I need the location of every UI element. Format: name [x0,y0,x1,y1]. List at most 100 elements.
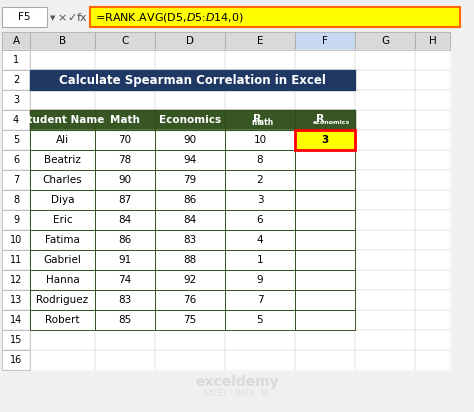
Bar [295,310,355,330]
FancyBboxPatch shape [90,7,460,27]
Bar [295,110,355,130]
Bar [155,130,225,150]
Text: 84: 84 [183,215,197,225]
Bar [355,350,415,370]
Bar [95,210,155,230]
Bar [95,310,155,330]
Text: 10: 10 [10,235,22,245]
Bar [225,190,295,210]
Bar [225,250,295,270]
Text: Diya: Diya [51,195,74,205]
Bar [355,330,415,350]
Bar [295,190,355,210]
Bar [95,270,155,290]
Bar [30,290,95,310]
Bar [30,190,95,210]
Bar [30,110,95,130]
Bar [95,130,155,150]
Bar [355,90,415,110]
Bar [2,330,30,350]
Text: 3: 3 [257,195,264,205]
Bar [295,150,355,170]
Bar [415,50,450,70]
Bar [155,250,225,270]
Bar [95,70,155,90]
Bar [225,170,295,190]
FancyBboxPatch shape [2,7,47,27]
Bar [155,290,225,310]
Bar [2,90,30,110]
Bar [2,250,30,270]
Bar [155,310,225,330]
Bar [2,330,30,350]
Bar [30,70,95,90]
Bar [2,50,30,70]
Bar [295,190,355,210]
Bar [225,250,295,270]
Bar [30,170,95,190]
Bar [2,250,30,270]
Bar [225,130,295,150]
Text: 12: 12 [10,275,22,285]
Bar [2,270,30,290]
Bar [30,230,95,250]
Text: Math: Math [110,115,140,125]
Text: Economics: Economics [159,115,221,125]
Bar [2,350,30,370]
Bar [95,190,155,210]
Bar [30,170,95,190]
Text: 75: 75 [183,315,197,325]
Bar [30,70,355,90]
Bar [2,270,30,290]
Bar [225,250,295,270]
Bar [225,32,295,50]
Bar [155,330,225,350]
Bar [295,50,355,70]
Bar [225,70,295,90]
Bar [30,270,95,290]
Bar [295,90,355,110]
Bar [295,50,355,70]
Bar [30,270,95,290]
Bar [30,130,95,150]
Bar [225,250,295,270]
Bar [295,210,355,230]
Bar [2,110,30,130]
Bar [155,190,225,210]
Bar [355,290,415,310]
Bar [2,210,30,230]
Bar [225,130,295,150]
Bar [225,32,295,50]
Text: E: E [257,36,263,46]
Bar [295,350,355,370]
Bar [225,330,295,350]
Bar [295,170,355,190]
Bar [355,90,415,110]
Bar [95,250,155,270]
Text: 1: 1 [13,55,19,65]
Text: 8: 8 [257,155,264,165]
Bar [415,250,450,270]
Bar [415,32,450,50]
Bar [155,50,225,70]
Bar [2,70,30,90]
Bar [95,350,155,370]
Bar [95,210,155,230]
Text: Hanna: Hanna [46,275,79,285]
Bar [355,270,415,290]
Text: G: G [381,36,389,46]
Bar [355,310,415,330]
Text: H: H [428,36,437,46]
Bar [95,290,155,310]
Bar [415,330,450,350]
Bar [30,190,95,210]
Text: ▼: ▼ [50,15,55,21]
Bar [2,90,30,110]
Bar [295,270,355,290]
Bar [415,350,450,370]
Bar [295,230,355,250]
Bar [415,290,450,310]
Bar [2,50,30,70]
Bar [2,210,30,230]
Bar [225,290,295,310]
